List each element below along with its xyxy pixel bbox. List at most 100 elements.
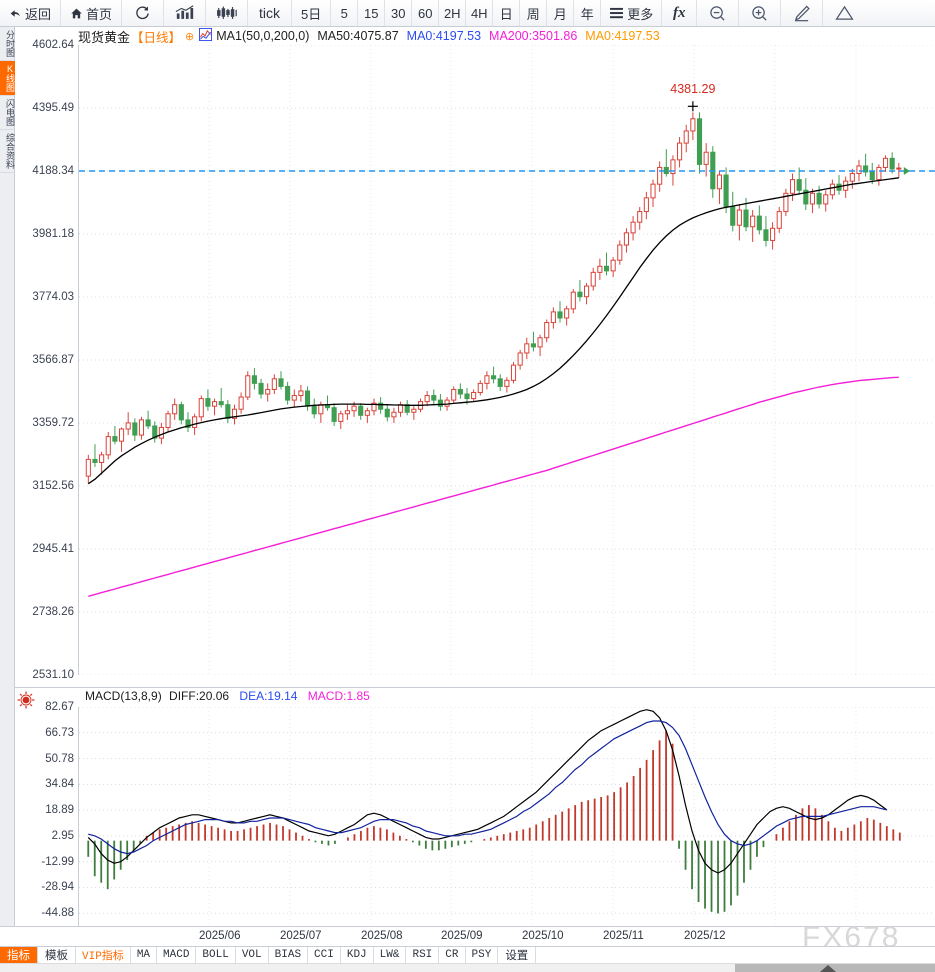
indicator-button-label: MA xyxy=(136,949,151,961)
back-arrow-icon xyxy=(10,9,20,17)
period-5-label: 5 xyxy=(340,5,348,21)
indicator-button-label: 指标 xyxy=(7,950,30,962)
indicator-button-boll[interactable]: BOLL xyxy=(196,947,236,963)
period-month[interactable]: 月 xyxy=(547,0,575,26)
indicator-button-label: BOLL xyxy=(202,949,229,961)
zoom-out-button[interactable] xyxy=(697,0,740,26)
zoom-out-icon xyxy=(710,5,725,21)
price-tick-label: 2945.41 xyxy=(32,542,74,555)
symbol-period: 【日线】 xyxy=(131,30,182,45)
scroll-up-arrow-icon[interactable] xyxy=(820,965,836,972)
candlestick-icon xyxy=(216,6,237,19)
refresh-button[interactable] xyxy=(122,0,165,26)
indicator-button-vol[interactable]: VOL xyxy=(236,947,269,963)
zoom-in-button[interactable] xyxy=(739,0,782,26)
macd-plot[interactable] xyxy=(78,706,935,940)
macd-tick-label: -28.94 xyxy=(41,881,74,894)
price-tick-label: 2531.10 xyxy=(32,669,74,681)
indicator-button-label: RSI xyxy=(412,949,433,961)
more-label: 更多 xyxy=(627,6,654,22)
period-week[interactable]: 周 xyxy=(520,0,548,26)
indicator-button-label: VOL xyxy=(241,949,262,961)
date-tick-label: 2025/12 xyxy=(684,930,726,942)
sidebar-item-lightning[interactable]: 闪电图 xyxy=(0,96,15,130)
indicator-button-lw[interactable]: LW& xyxy=(374,947,407,963)
peak-price-label: 4381.29 xyxy=(670,82,716,97)
ma-params-label: MA1(50,0,200,0) xyxy=(216,29,310,43)
candlestick-button[interactable] xyxy=(206,0,249,26)
indicator-button-label: VIP指标 xyxy=(82,951,124,963)
period-day-label: 日 xyxy=(499,6,513,22)
period-year-label: 年 xyxy=(580,6,594,22)
period-5d[interactable]: 5日 xyxy=(292,0,332,26)
back-button[interactable]: 返回 xyxy=(0,0,62,26)
settings-glyph-icon[interactable]: ⊕ xyxy=(185,30,195,43)
indicator-button-label: CCI xyxy=(314,949,334,961)
macd-diff: DIFF:20.06 xyxy=(169,689,230,703)
period-60[interactable]: 60 xyxy=(412,0,440,26)
period-year[interactable]: 年 xyxy=(574,0,602,26)
bar-chart-button[interactable] xyxy=(164,0,207,26)
indicator-button-rsi[interactable]: RSI xyxy=(406,947,440,963)
indicator-button-kdj[interactable]: KDJ xyxy=(341,947,374,963)
indicator-button-label: PSY xyxy=(471,949,492,961)
macd-name: MACD(13,8,9) xyxy=(85,689,162,703)
ma0-alt-value: MA0:4197.53 xyxy=(585,29,660,43)
tab-tick[interactable]: tick xyxy=(248,0,293,26)
indicator-settings-icon[interactable] xyxy=(17,691,35,709)
formula-button[interactable]: fx xyxy=(662,0,698,26)
hamburger-icon xyxy=(610,7,624,19)
sidebar-item-data[interactable]: 综合资料 xyxy=(0,130,15,173)
indicator-bar-filler xyxy=(536,947,935,963)
more-button[interactable]: 更多 xyxy=(601,0,663,26)
ma-chart-icon[interactable] xyxy=(199,28,213,44)
period-5d-label: 5日 xyxy=(301,6,322,22)
horizontal-scrollbar[interactable] xyxy=(0,963,935,972)
shape-button[interactable] xyxy=(823,0,865,26)
period-4h[interactable]: 4H xyxy=(466,0,494,26)
macd-tick-label: 34.84 xyxy=(45,778,74,791)
indicator-button-cr[interactable]: CR xyxy=(439,947,466,963)
zoom-in-icon xyxy=(752,5,767,21)
macd-tick-label: -12.99 xyxy=(41,855,74,868)
indicator-button-ma[interactable]: MA xyxy=(131,947,158,963)
triangle-icon xyxy=(835,5,854,20)
period-30[interactable]: 30 xyxy=(385,0,413,26)
period-15[interactable]: 15 xyxy=(358,0,386,26)
ma0-value: MA0:4197.53 xyxy=(406,29,482,43)
date-tick-label: 2025/06 xyxy=(199,930,241,942)
indicator-button-[interactable]: 指标 xyxy=(0,947,38,963)
price-tick-label: 3774.03 xyxy=(32,290,74,303)
refresh-icon xyxy=(136,5,149,19)
date-tick-label: 2025/09 xyxy=(441,930,483,942)
period-2h[interactable]: 2H xyxy=(439,0,467,26)
date-tick-label: 2025/10 xyxy=(522,930,564,942)
indicator-button-bias[interactable]: BIAS xyxy=(269,947,309,963)
price-plot[interactable]: 4381.29 xyxy=(78,44,935,676)
chart-legend: 现货黄金 【日线】 ⊕ MA1(50,0,200,0) MA50:4075.87… xyxy=(78,27,660,45)
sidebar-item-timeshare[interactable]: 分时图 xyxy=(0,27,15,61)
period-15-label: 15 xyxy=(364,5,379,21)
indicator-button-[interactable]: 设置 xyxy=(498,947,537,963)
price-chart-svg xyxy=(79,44,935,676)
sidebar-item-label: K线图 xyxy=(5,64,15,92)
price-tick-label: 3359.72 xyxy=(32,416,74,429)
fx-label: fx xyxy=(673,4,686,21)
sidebar-item-kline[interactable]: K线图 xyxy=(0,61,15,96)
home-button[interactable]: 首页 xyxy=(61,0,123,26)
period-day[interactable]: 日 xyxy=(493,0,521,26)
home-label: 首页 xyxy=(86,6,113,22)
indicator-button-psy[interactable]: PSY xyxy=(466,947,499,963)
period-5[interactable]: 5 xyxy=(331,0,359,26)
back-label: 返回 xyxy=(25,6,52,22)
indicator-button-[interactable]: 模板 xyxy=(38,947,76,963)
macd-legend: MACD(13,8,9) DIFF:20.06 DEA:19.14 MACD:1… xyxy=(85,689,370,703)
draw-button[interactable] xyxy=(781,0,824,26)
period-60-label: 60 xyxy=(418,5,433,21)
indicator-bar: 指标 模板 VIP指标 MA MACD BOLL VOL BIAS CCI KDJ LW& RSI CR… xyxy=(0,946,935,963)
indicator-button-cci[interactable]: CCI xyxy=(308,947,341,963)
indicator-button-macd[interactable]: MACD xyxy=(157,947,197,963)
indicator-button-vip[interactable]: VIP指标 xyxy=(76,947,131,963)
home-icon xyxy=(71,8,82,18)
indicator-button-label: 模板 xyxy=(45,950,68,962)
